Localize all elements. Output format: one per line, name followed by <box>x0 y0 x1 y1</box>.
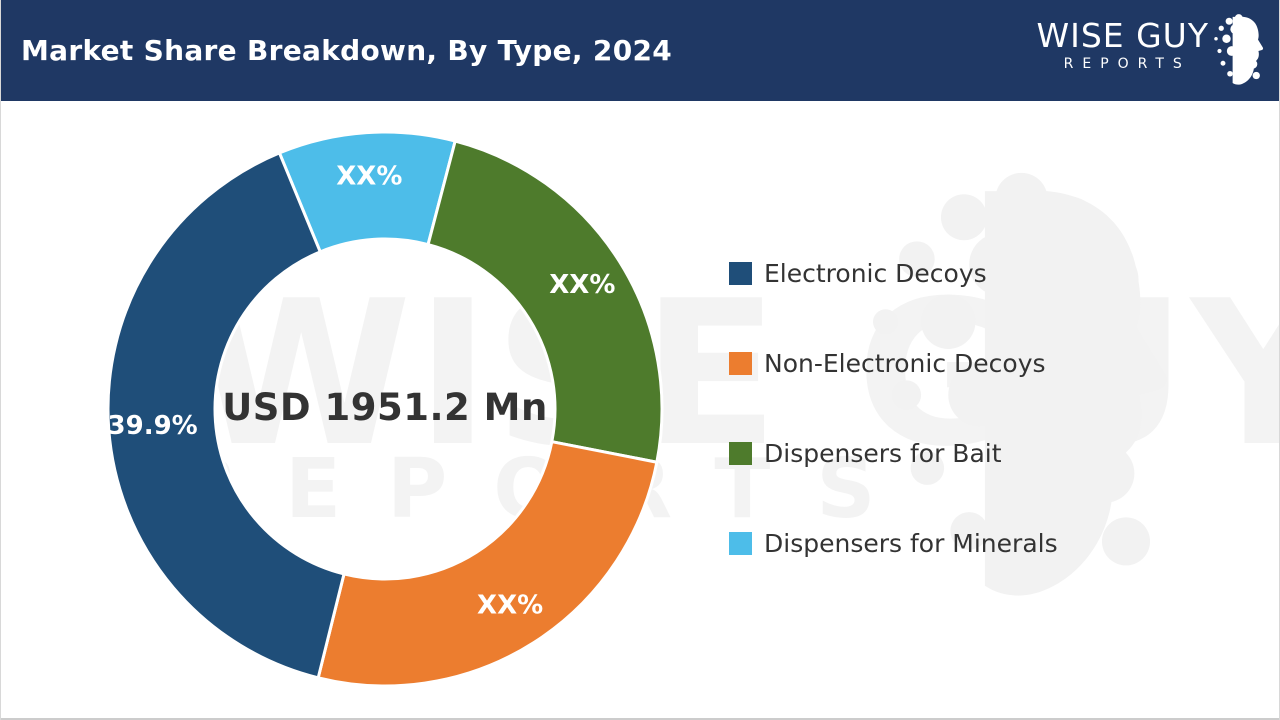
legend-item-dispensers-for-minerals: Dispensers for Minerals <box>729 528 1058 558</box>
logo-text: WISE GUY REPORTS <box>1036 16 1209 73</box>
donut-segment-electronic-decoys <box>106 151 346 680</box>
legend-item-dispensers-for-bait: Dispensers for Bait <box>729 438 1002 468</box>
legend-label: Dispensers for Minerals <box>764 528 1058 558</box>
legend-swatch <box>729 441 752 465</box>
donut-chart: XX% XX% XX% 39.9% <box>106 130 664 688</box>
legend-label: Electronic Decoys <box>764 258 987 288</box>
logo-face-icon <box>1214 14 1264 85</box>
legend-item-non-electronic-decoys: Non-Electronic Decoys <box>729 348 1046 378</box>
watermark-face-icon <box>873 172 1167 596</box>
legend-swatch <box>729 351 752 375</box>
legend-swatch <box>729 531 752 555</box>
slice-label: 39.9% <box>108 411 198 441</box>
slice-label: XX% <box>336 162 402 192</box>
wise-guy-logo: WISE GUY REPORTS <box>999 5 1265 97</box>
slice-label: XX% <box>477 591 543 621</box>
legend-label: Dispensers for Bait <box>764 438 1002 468</box>
legend-label: Non-Electronic Decoys <box>764 348 1046 378</box>
legend-item-electronic-decoys: Electronic Decoys <box>729 258 987 288</box>
logo-name: WISE GUY <box>1036 16 1209 55</box>
header-bar: Market Share Breakdown, By Type, 2024 WI… <box>1 0 1279 101</box>
chart-center-value: USD 1951.2 Mn <box>222 386 548 429</box>
donut-segment-dispensers-for-bait <box>426 139 664 464</box>
legend-swatch <box>729 261 752 285</box>
logo-subtitle: REPORTS <box>1063 56 1191 72</box>
page-title: Market Share Breakdown, By Type, 2024 <box>21 34 673 67</box>
donut-segment-non-electronic-decoys <box>316 440 659 688</box>
slice-label: XX% <box>549 270 615 300</box>
bottom-border <box>1 718 1279 720</box>
